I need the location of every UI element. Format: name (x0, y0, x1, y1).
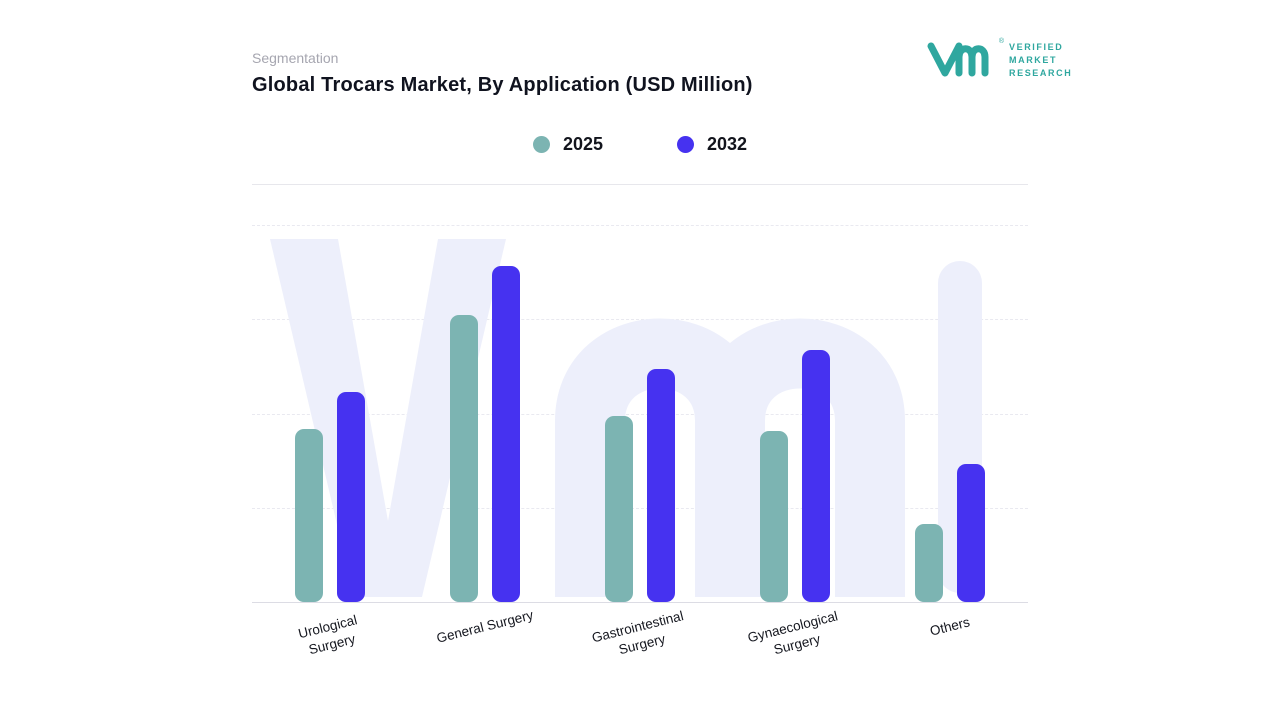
gridline (252, 319, 1028, 321)
plot-area: Urological Surgery General Surgery Gastroin… (252, 225, 1028, 657)
registered-trademark: ® (998, 38, 1004, 45)
legend-label-2032: 2032 (707, 134, 748, 154)
legend-item-2025: 2025 (532, 134, 603, 155)
bar-2025-gynaecological-surgery (760, 431, 789, 602)
bar-2025-gastrointestinal-surgery (605, 416, 633, 602)
wordmark-line: RESEARCH (1009, 68, 1073, 79)
bar-2025-general-surgery (449, 315, 478, 602)
bar-2032-general-surgery (491, 265, 520, 602)
gridline (252, 413, 1028, 415)
legend-label-2025: 2025 (562, 134, 603, 154)
wordmark-line: VERIFIED (1009, 41, 1064, 52)
gridline (252, 225, 1028, 226)
x-axis-line (252, 602, 1028, 603)
bar-2025-others (915, 523, 944, 602)
bar-2032-gastrointestinal-surgery (647, 368, 675, 602)
legend-swatch-2025 (532, 136, 550, 153)
bar-group-general-surgery: General Surgery (407, 225, 562, 646)
x-axis-label: Gynaecological Surgery (746, 608, 840, 658)
bar-2032-urological-surgery (336, 391, 365, 602)
vmr-monogram-icon: ® (926, 36, 1004, 85)
bar-group-gastrointestinal-surgery: Gastrointestinal Surgery (562, 225, 717, 657)
segmentation-eyebrow: Segmentation (252, 50, 339, 66)
chart-title: Global Trocars Market, By Application (U… (252, 74, 753, 96)
gridline (252, 507, 1028, 509)
x-axis-label: Others (928, 614, 972, 639)
vmr-logo: ® VERIFIED MARKET RESEARCH (926, 36, 1072, 85)
x-axis-label: Urological Surgery (296, 612, 359, 658)
bar-group-gynaecological-surgery: Gynaecological Surgery (718, 225, 873, 657)
legend-swatch-2032 (677, 136, 694, 153)
bar-2025-urological-surgery (294, 429, 323, 602)
x-axis-label: Gastrointestinal Surgery (590, 608, 685, 658)
legend-divider (252, 184, 1028, 185)
bar-group-urological-surgery: Urological Surgery (252, 225, 407, 657)
bar-groups: Urological Surgery General Surgery Gastroin… (252, 225, 1028, 657)
wordmark-line: MARKET (1009, 54, 1058, 65)
legend: 2025 2032 (252, 134, 1028, 155)
legend-item-2032: 2032 (677, 134, 747, 155)
bar-2032-gynaecological-surgery (802, 350, 831, 602)
bar-group-others: Others (873, 225, 1028, 639)
vmr-wordmark: VERIFIED MARKET RESEARCH (1009, 41, 1072, 80)
bar-2032-others (957, 464, 986, 602)
x-axis-label: General Surgery (434, 607, 535, 646)
